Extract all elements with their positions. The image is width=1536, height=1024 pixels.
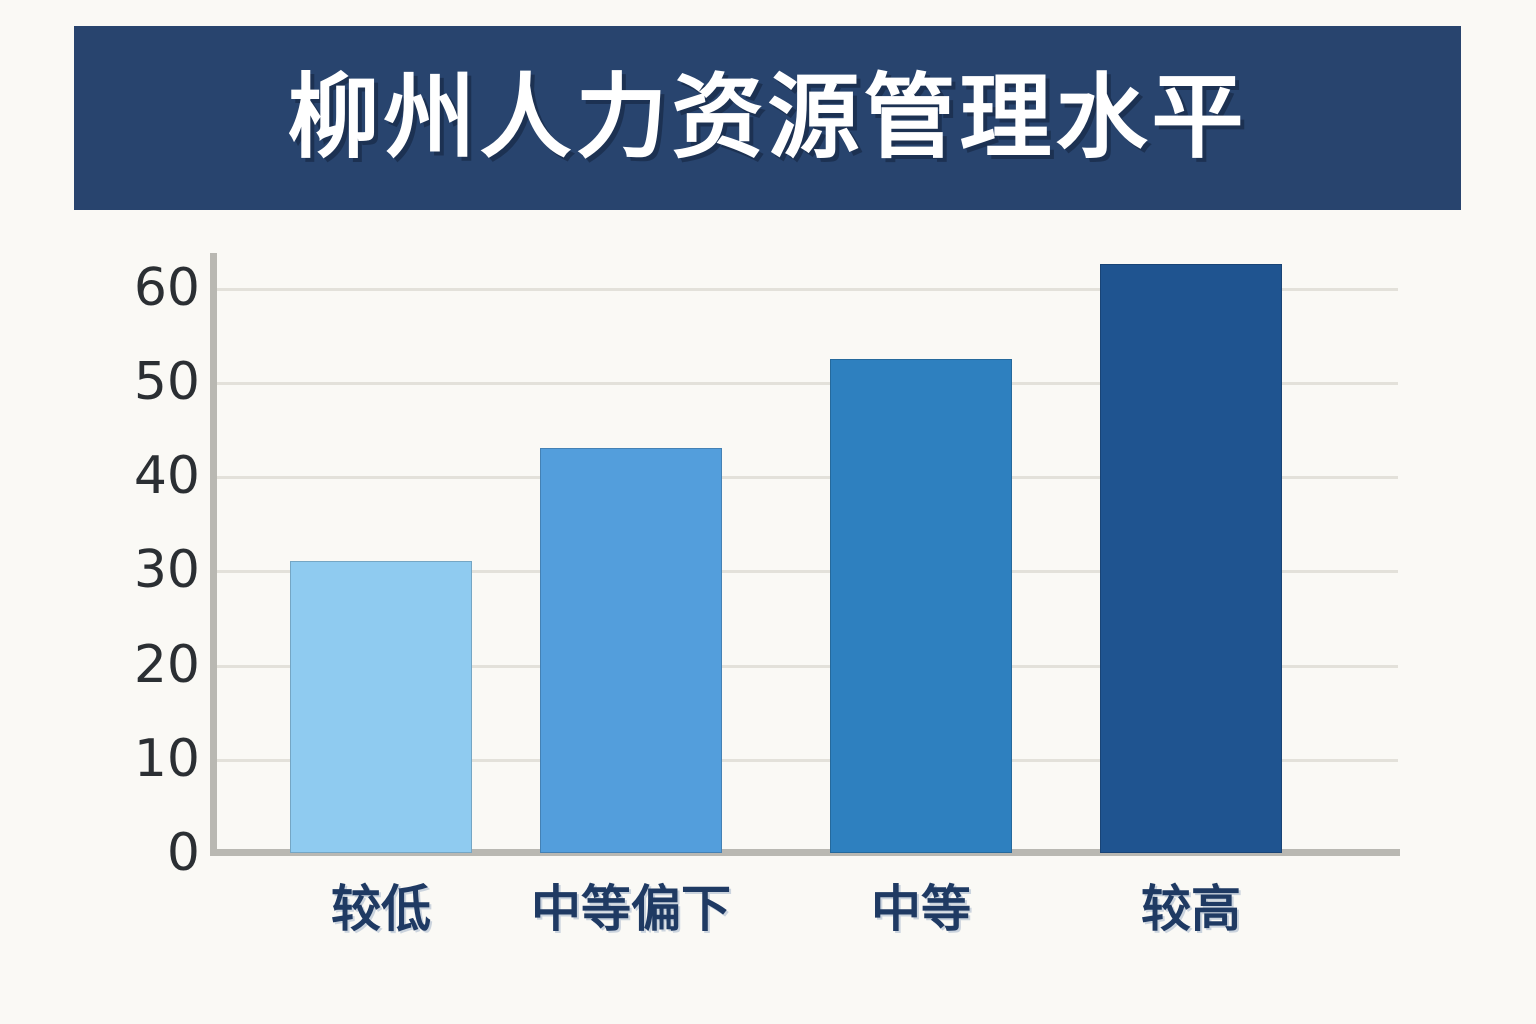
y-axis-tick-label: 0 xyxy=(166,823,200,883)
x-axis-category-label: 中等偏下 xyxy=(531,880,731,938)
x-axis-category-label: 较高 xyxy=(1141,880,1241,938)
y-axis-tick-label: 10 xyxy=(133,728,200,789)
bar[interactable] xyxy=(830,358,1012,853)
bar[interactable] xyxy=(290,561,472,853)
y-axis-tick-label: 60 xyxy=(133,257,200,318)
y-axis-tick-label: 50 xyxy=(133,352,200,413)
gridline xyxy=(216,476,1398,480)
gridline xyxy=(216,758,1398,762)
gridline xyxy=(216,382,1398,386)
x-axis-category-label: 中等 xyxy=(871,880,971,938)
y-axis-tick-label: 20 xyxy=(133,634,200,695)
gridline xyxy=(216,664,1398,668)
y-axis-tick-label: 40 xyxy=(133,446,200,507)
gridline xyxy=(216,287,1398,291)
page-title: 柳州人力资源管理水平 xyxy=(287,64,1248,171)
y-axis-tick-label: 30 xyxy=(133,540,200,601)
bars-layer xyxy=(0,255,1536,853)
y-axis-line xyxy=(210,253,217,855)
y-axis-tick-labels: 0 10 20 30 40 50 60 xyxy=(60,0,200,1024)
plot-area xyxy=(216,255,1398,853)
gridline xyxy=(216,570,1398,574)
bar[interactable] xyxy=(1100,264,1282,853)
x-axis-line xyxy=(210,849,1400,856)
title-banner: 柳州人力资源管理水平 xyxy=(74,26,1461,210)
x-axis-category-label: 较低 xyxy=(331,880,431,938)
bar[interactable] xyxy=(540,448,722,853)
